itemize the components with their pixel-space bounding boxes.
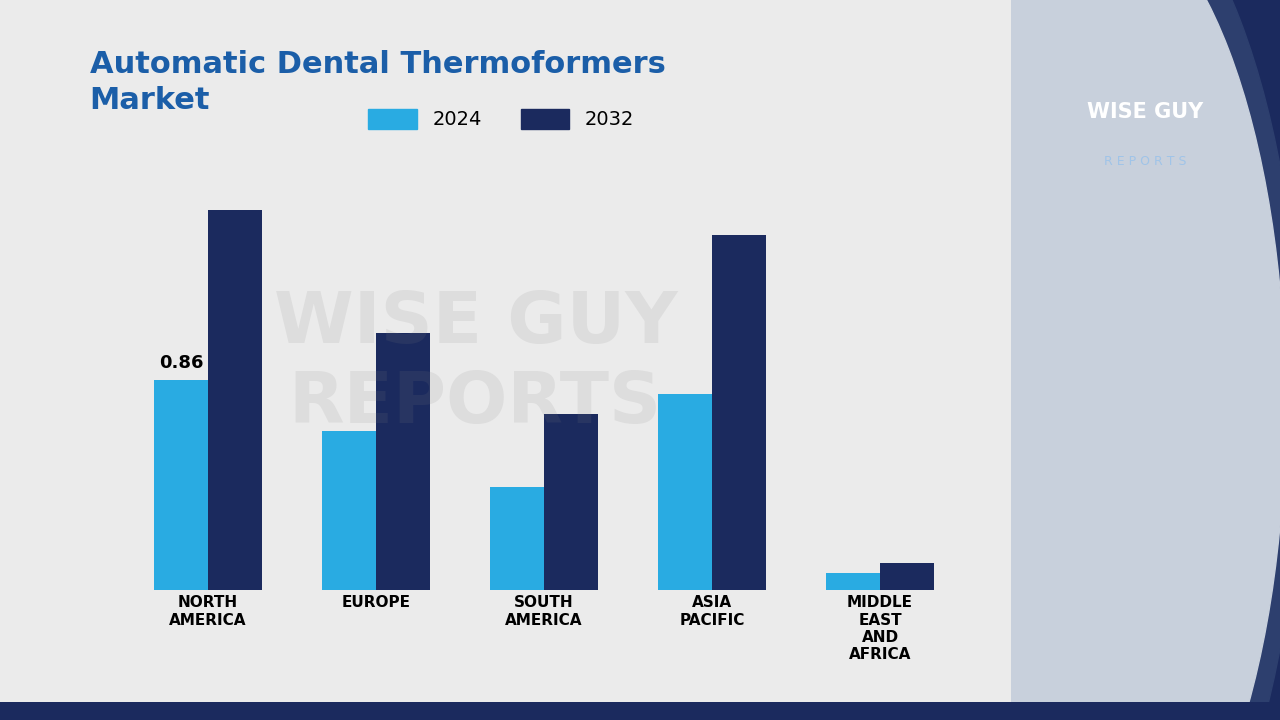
Bar [658,395,712,590]
Bar [376,333,430,590]
Bar [544,414,598,590]
Bar [490,487,544,590]
Bar [881,564,934,590]
Circle shape [899,0,1280,720]
Text: Automatic Dental Thermoformers
Market: Automatic Dental Thermoformers Market [90,50,666,115]
Bar [323,431,376,590]
Text: WISE GUY
REPORTS: WISE GUY REPORTS [274,289,677,438]
Text: R E P O R T S: R E P O R T S [1105,155,1187,168]
Bar [712,235,765,590]
Legend: 2024, 2032: 2024, 2032 [361,102,641,138]
Text: 0.86: 0.86 [159,354,204,372]
Bar [827,573,881,590]
Bar [154,379,207,590]
Circle shape [882,0,1280,720]
Bar [207,210,261,590]
Text: WISE GUY: WISE GUY [1088,102,1203,122]
